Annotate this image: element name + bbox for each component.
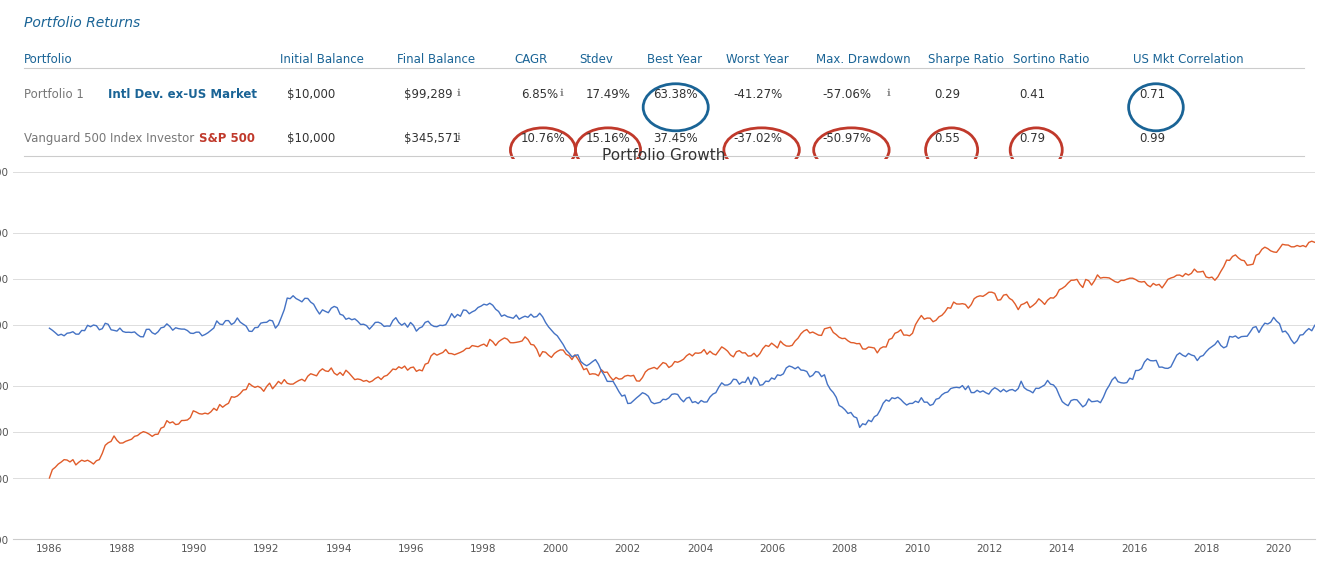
Text: Initial Balance: Initial Balance [280,53,364,66]
Text: Sharpe Ratio: Sharpe Ratio [928,53,1004,66]
Text: Stdev: Stdev [579,53,614,66]
Text: 37.45%: 37.45% [653,132,699,145]
Text: Portfolio 1: Portfolio 1 [24,88,88,101]
Text: -57.06%: -57.06% [823,88,871,101]
Text: Max. Drawdown: Max. Drawdown [817,53,911,66]
Text: Portfolio: Portfolio [24,53,72,66]
Text: ℹ: ℹ [560,88,563,98]
Text: $99,289: $99,289 [404,88,453,101]
Text: 15.16%: 15.16% [586,132,631,145]
Text: Vanguard 500 Index Investor: Vanguard 500 Index Investor [24,132,198,145]
Text: 0.41: 0.41 [1020,88,1045,101]
Text: 10.76%: 10.76% [521,132,566,145]
Text: $345,571: $345,571 [404,132,459,145]
Text: ℹ: ℹ [887,88,890,98]
Text: ℹ: ℹ [457,132,461,142]
Text: CAGR: CAGR [514,53,547,66]
Text: -50.97%: -50.97% [823,132,871,145]
Text: $10,000: $10,000 [287,132,335,145]
Text: 0.99: 0.99 [1139,132,1165,145]
Text: ℹ: ℹ [457,88,461,98]
Text: 0.29: 0.29 [935,88,961,101]
Text: Intl Dev. ex-US Market: Intl Dev. ex-US Market [109,88,258,101]
Text: Portfolio Returns: Portfolio Returns [24,16,139,30]
Text: 0.55: 0.55 [935,132,960,145]
Text: Best Year: Best Year [647,53,703,66]
Text: Sortino Ratio: Sortino Ratio [1013,53,1089,66]
Text: 6.85%: 6.85% [521,88,558,101]
Text: -37.02%: -37.02% [733,132,782,145]
Text: 0.71: 0.71 [1139,88,1165,101]
Text: 0.79: 0.79 [1020,132,1045,145]
Text: -41.27%: -41.27% [733,88,782,101]
Text: 63.38%: 63.38% [653,88,699,101]
Text: US Mkt Correlation: US Mkt Correlation [1133,53,1243,66]
Text: 17.49%: 17.49% [586,88,631,101]
Text: Worst Year: Worst Year [726,53,789,66]
Text: S&P 500: S&P 500 [199,132,255,145]
Text: $10,000: $10,000 [287,88,335,101]
Text: Final Balance: Final Balance [397,53,475,66]
Title: Portfolio Growth: Portfolio Growth [603,148,725,163]
